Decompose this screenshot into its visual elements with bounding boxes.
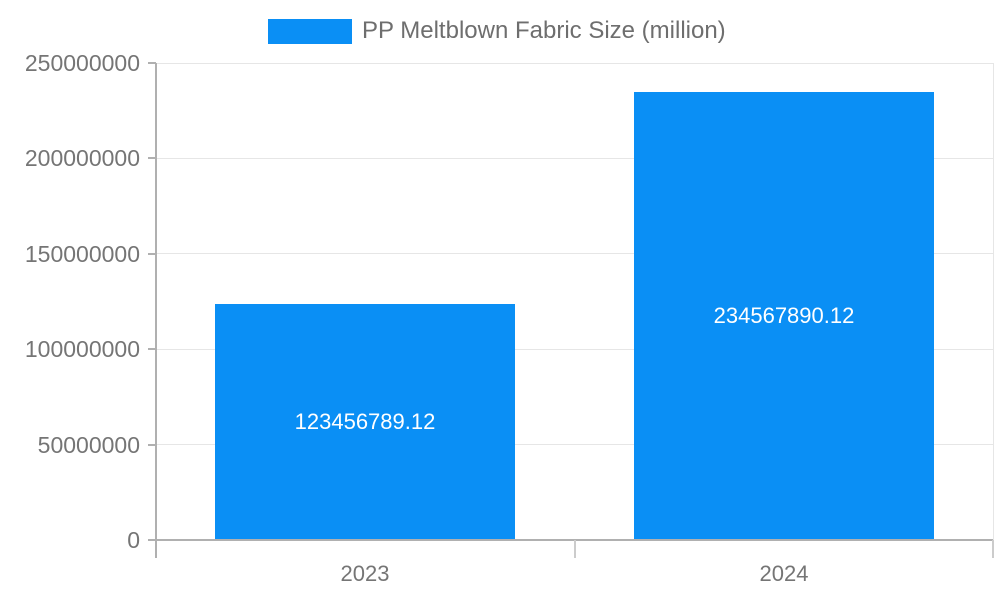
- y-axis-line: [155, 63, 157, 558]
- gridline: [156, 444, 993, 446]
- legend-label: PP Meltblown Fabric Size (million): [362, 17, 726, 44]
- x-axis-boundary-tick: [992, 540, 994, 558]
- y-axis-tick-label: 50000000: [37, 432, 140, 458]
- y-axis-tick-label: 250000000: [24, 50, 140, 76]
- y-axis-tick: [148, 443, 156, 446]
- y-axis-tick: [148, 539, 156, 541]
- y-axis-tick-label: 150000000: [24, 241, 140, 267]
- legend[interactable]: PP Meltblown Fabric Size (million): [0, 0, 1000, 56]
- x-axis-category-label: 2024: [759, 561, 809, 586]
- bar-2023[interactable]: [215, 304, 515, 540]
- x-axis-category-label: 2023: [340, 561, 390, 586]
- bar-value-label: 123456789.12: [294, 409, 436, 434]
- y-axis-tick: [148, 252, 156, 255]
- y-axis-tick-label: 100000000: [24, 336, 140, 362]
- y-axis-tick: [148, 157, 156, 160]
- plot-right-border: [993, 63, 994, 541]
- y-axis-tick: [148, 348, 156, 351]
- y-axis-tick-label: 200000000: [24, 145, 140, 171]
- y-axis-tick: [148, 62, 156, 64]
- bar-value-label: 234567890.12: [713, 303, 855, 328]
- gridline: [156, 253, 993, 255]
- gridline: [156, 348, 993, 350]
- y-axis-tick-label: 0: [127, 527, 140, 553]
- bar-2024[interactable]: [634, 92, 934, 540]
- gridline: [156, 62, 993, 64]
- gridline: [156, 157, 993, 159]
- legend-swatch: [268, 19, 352, 44]
- x-axis-boundary-tick: [574, 540, 576, 558]
